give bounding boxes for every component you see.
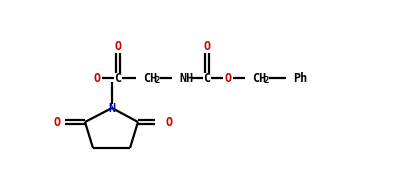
Text: O: O xyxy=(166,116,173,129)
Text: NH: NH xyxy=(179,71,193,84)
Text: Ph: Ph xyxy=(293,71,307,84)
Text: CH: CH xyxy=(143,71,157,84)
Text: CH: CH xyxy=(252,71,266,84)
Text: O: O xyxy=(54,116,61,129)
Text: C: C xyxy=(204,71,211,84)
Text: 2: 2 xyxy=(154,75,159,84)
Text: N: N xyxy=(109,101,116,114)
Text: O: O xyxy=(114,40,122,53)
Text: C: C xyxy=(114,71,122,84)
Text: 2: 2 xyxy=(263,75,269,84)
Text: O: O xyxy=(93,71,101,84)
Text: O: O xyxy=(225,71,232,84)
Text: O: O xyxy=(204,40,211,53)
